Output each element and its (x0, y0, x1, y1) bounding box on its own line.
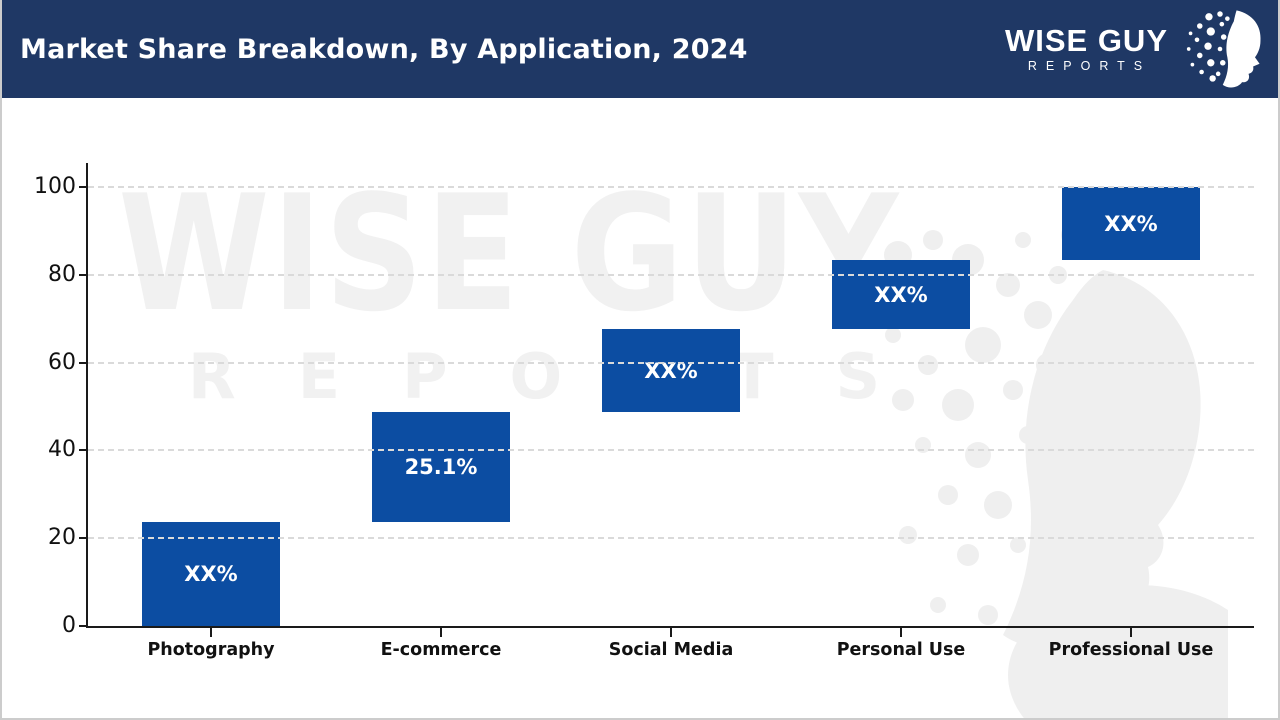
bar-e-commerce: 25.1% (372, 412, 510, 523)
y-tick-20 (79, 537, 88, 540)
x-axis (86, 626, 1254, 628)
bar-personal-use: XX% (832, 260, 970, 330)
wise-guy-logo: WISE GUY REPORTS (1005, 7, 1266, 91)
y-tick-80 (79, 273, 88, 276)
logo-wordmark-line2: REPORTS (1027, 59, 1152, 74)
gridline-20 (88, 537, 1254, 540)
gridline-60 (88, 361, 1254, 364)
y-tick-label-0: 0 (62, 613, 76, 638)
x-label-photography: Photography (147, 640, 275, 660)
x-label-professional-use: Professional Use (1048, 640, 1214, 660)
y-tick-40 (79, 449, 88, 452)
y-tick-60 (79, 361, 88, 364)
x-tick-photography (210, 628, 212, 637)
page-border-right (1278, 0, 1280, 720)
bar-social-media: XX% (602, 329, 740, 413)
logo-wordmark-line1: WISE GUY (1004, 22, 1168, 58)
x-tick-social-media (670, 628, 672, 637)
watermark-wordmark: WISE GUY (118, 160, 901, 347)
header: Market Share Breakdown, By Application, … (0, 0, 1280, 98)
x-tick-e-commerce (440, 628, 442, 637)
gridline-100 (88, 186, 1254, 188)
y-tick-label-60: 60 (48, 349, 76, 375)
y-axis (86, 163, 88, 628)
y-tick-label-100: 100 (34, 174, 76, 199)
y-tick-100 (79, 186, 88, 188)
x-label-personal-use: Personal Use (836, 640, 966, 660)
bar-label-professional-use: XX% (1104, 211, 1158, 236)
bar-photography: XX% (142, 522, 280, 626)
gridline-40 (88, 449, 1254, 452)
logo-wordmark: WISE GUY REPORTS (1004, 22, 1168, 74)
y-tick-label-80: 80 (48, 261, 76, 287)
x-tick-professional-use (1130, 628, 1132, 637)
x-tick-personal-use (900, 628, 902, 637)
x-label-e-commerce: E-commerce (380, 640, 502, 660)
y-tick-0 (79, 625, 88, 627)
bar-label-photography: XX% (184, 562, 238, 587)
y-tick-label-20: 20 (48, 525, 76, 551)
bar-professional-use: XX% (1062, 187, 1200, 261)
page-border-bottom (0, 718, 1280, 720)
bar-label-personal-use: XX% (874, 282, 928, 307)
page-border-left (0, 0, 2, 720)
logo-face-icon (1186, 10, 1261, 88)
chart-area: WISE GUY REPORTS (0, 98, 1280, 720)
x-label-social-media: Social Media (608, 640, 734, 660)
page-title: Market Share Breakdown, By Application, … (20, 33, 748, 65)
watermark-face-icon (884, 223, 1228, 720)
watermark-subtitle: REPORTS (188, 340, 943, 413)
y-tick-label-40: 40 (48, 437, 76, 463)
bar-label-e-commerce: 25.1% (404, 455, 478, 480)
gridline-80 (88, 273, 1254, 276)
